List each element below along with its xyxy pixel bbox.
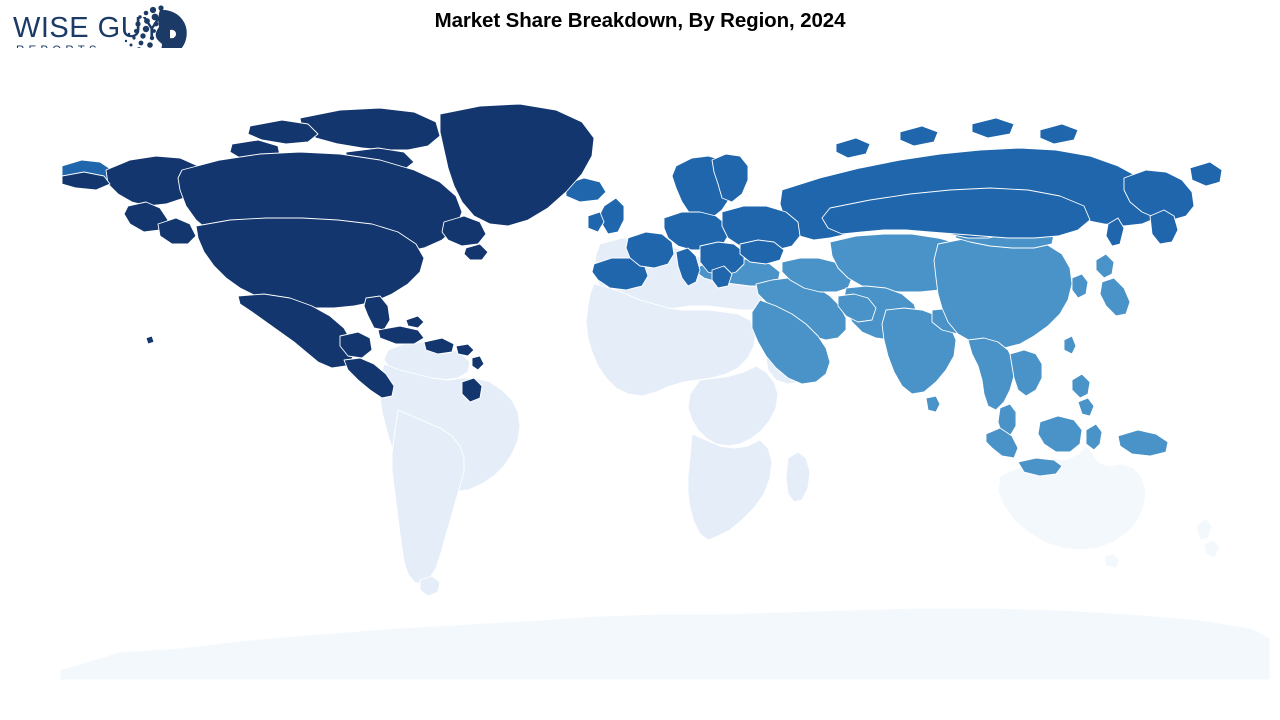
region-tier-low (379, 237, 811, 597)
region-tier-high (61, 117, 1223, 291)
world-choropleth-map (0, 48, 1280, 720)
world-map-container (0, 48, 1280, 720)
region-tier-highest (61, 103, 595, 403)
chart-title: Market Share Breakdown, By Region, 2024 (434, 9, 846, 32)
svg-text:WISE GUY: WISE GUY (13, 12, 162, 44)
chart-header: WISE GUY REPORTS (0, 0, 1280, 58)
